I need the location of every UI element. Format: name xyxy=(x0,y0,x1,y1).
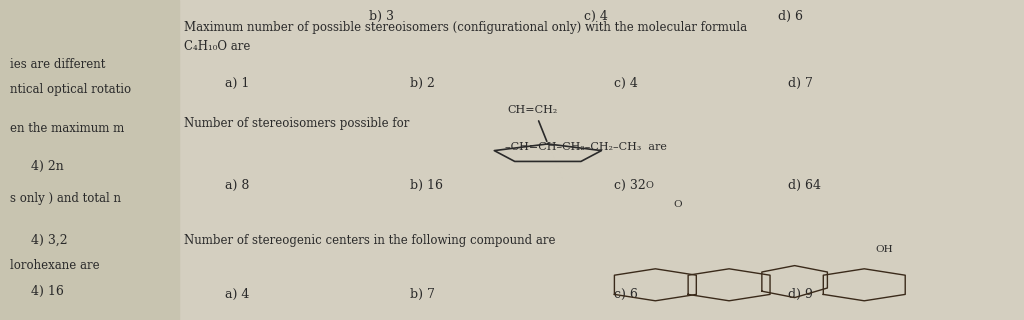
Text: OH: OH xyxy=(876,245,893,254)
Text: Number of stereoisomers possible for: Number of stereoisomers possible for xyxy=(184,117,410,130)
Text: C₄H₁₀O are: C₄H₁₀O are xyxy=(184,40,251,53)
Text: b) 2: b) 2 xyxy=(410,77,434,90)
Text: 4) 16: 4) 16 xyxy=(31,285,63,298)
Text: ies are different: ies are different xyxy=(10,58,105,71)
Text: b) 7: b) 7 xyxy=(410,288,434,301)
Text: d) 9: d) 9 xyxy=(788,288,813,301)
Text: d) 64: d) 64 xyxy=(788,179,821,192)
Text: c) 4: c) 4 xyxy=(584,10,607,23)
Text: c) 4: c) 4 xyxy=(614,77,638,90)
Text: a) 4: a) 4 xyxy=(225,288,250,301)
Text: s only ) and total n: s only ) and total n xyxy=(10,192,121,205)
Text: CH=CH₂: CH=CH₂ xyxy=(507,105,557,115)
Text: O: O xyxy=(674,200,682,209)
Text: lorohexane are: lorohexane are xyxy=(10,259,100,272)
Text: en the maximum m: en the maximum m xyxy=(10,122,125,135)
Text: b) 3: b) 3 xyxy=(369,10,393,23)
Text: Number of stereogenic centers in the following compound are: Number of stereogenic centers in the fol… xyxy=(184,234,556,247)
Bar xyxy=(0,0,179,320)
Text: Maximum number of possible stereoisomers (configurational only) with the molecul: Maximum number of possible stereoisomers… xyxy=(184,21,748,34)
Text: ntical optical rotatio: ntical optical rotatio xyxy=(10,83,131,96)
Text: 4) 3,2: 4) 3,2 xyxy=(31,234,68,247)
Text: d) 7: d) 7 xyxy=(788,77,813,90)
Text: a) 8: a) 8 xyxy=(225,179,250,192)
Text: a) 1: a) 1 xyxy=(225,77,250,90)
Text: O: O xyxy=(645,181,653,190)
Text: –CH=CH–CH₂–CH₂–CH₃  are: –CH=CH–CH₂–CH₂–CH₃ are xyxy=(505,142,667,152)
Text: 4) 2n: 4) 2n xyxy=(31,160,63,173)
Text: b) 16: b) 16 xyxy=(410,179,442,192)
Text: c) 6: c) 6 xyxy=(614,288,638,301)
Text: d) 6: d) 6 xyxy=(778,10,803,23)
Text: c) 32: c) 32 xyxy=(614,179,646,192)
